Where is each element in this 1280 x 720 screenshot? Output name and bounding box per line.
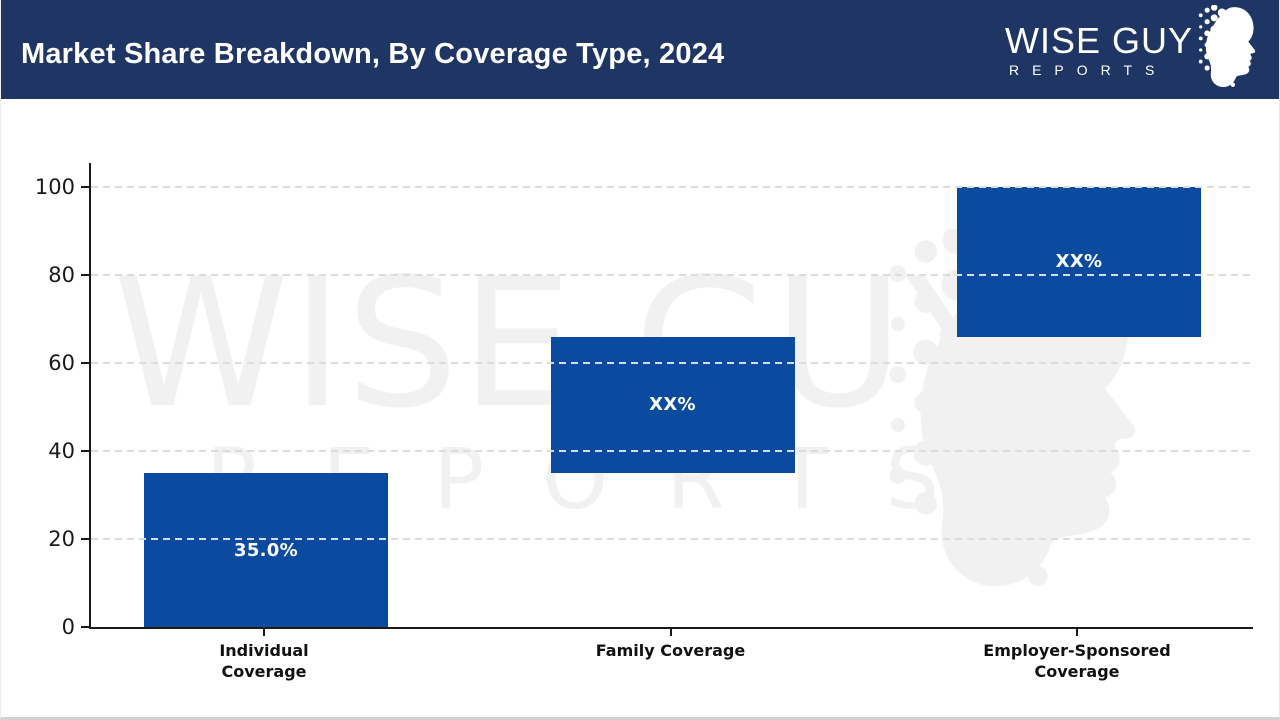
plot-area: 35.0% XX% XX% (89, 163, 1253, 629)
y-axis-tick (81, 538, 89, 540)
gridline-40 (91, 450, 1253, 452)
x-axis-tick (669, 629, 672, 636)
header: Market Share Breakdown, By Coverage Type… (1, 0, 1279, 99)
logo-wordmark-line1: WISE GUY (1004, 20, 1193, 61)
gridline-20 (91, 538, 1253, 540)
wise-guy-logo: WISE GUY REPORTS (1005, 4, 1271, 96)
gridline-80 (91, 274, 1253, 276)
y-axis-tick-label: 100 (34, 175, 75, 199)
y-axis-tick (81, 186, 89, 188)
bar-value-label: XX% (649, 394, 696, 416)
y-axis-tick-label: 20 (48, 527, 75, 551)
logo-wordmark: WISE GUY REPORTS (1004, 20, 1193, 79)
y-axis-tick (81, 362, 89, 364)
x-axis-category-label: Family Coverage (595, 641, 746, 660)
x-axis-category-label: Employer-Sponsored Coverage (983, 641, 1171, 681)
y-axis-tick-label: 60 (48, 351, 75, 375)
y-axis-tick (81, 626, 89, 628)
logo-wordmark-line2: REPORTS (1008, 62, 1168, 78)
bar-value-label: 35.0% (234, 539, 298, 561)
page-title: Market Share Breakdown, By Coverage Type… (21, 38, 725, 70)
y-axis-tick-label: 80 (48, 263, 75, 287)
y-axis-tick (81, 274, 89, 276)
bar: XX% (550, 336, 795, 473)
bar: XX% (957, 187, 1201, 337)
x-axis-tick (263, 629, 265, 636)
gridline-100 (91, 186, 1253, 188)
x-axis-category-label: Individual Coverage (219, 641, 309, 681)
y-axis-tick (81, 450, 89, 452)
gridline-60 (91, 362, 1253, 364)
y-axis-tick-label: 0 (61, 615, 75, 639)
face-profile-dots-icon (1198, 5, 1256, 88)
y-axis-tick-label: 40 (48, 439, 75, 463)
x-axis-tick (1076, 629, 1078, 636)
bar-value-label: XX% (1055, 251, 1103, 273)
bar: 35.0% (144, 473, 388, 627)
